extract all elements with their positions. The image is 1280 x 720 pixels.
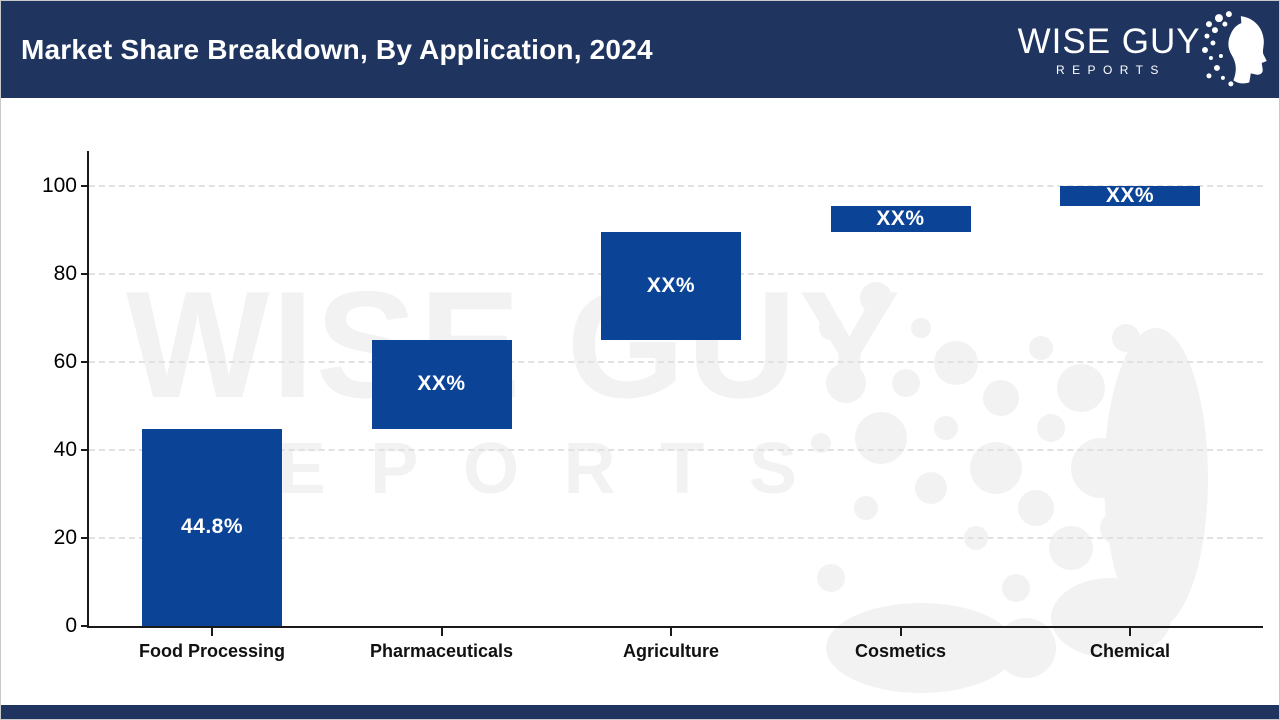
x-category-label: Cosmetics	[854, 641, 947, 661]
bar-value-label: XX%	[1105, 183, 1155, 207]
y-tick	[81, 185, 89, 187]
x-category-label: Pharmaceuticals	[369, 641, 514, 661]
wiseguy-logo: WISE GUY REPORTS	[1017, 9, 1267, 91]
x-tick	[670, 628, 672, 636]
logo-subtext: REPORTS	[1055, 62, 1166, 77]
y-tick-label: 80	[53, 262, 77, 285]
bar-pharmaceuticals: XX%	[371, 340, 512, 429]
x-category-label: Agriculture	[622, 641, 719, 661]
y-tick	[81, 449, 89, 451]
y-tick-label: 20	[53, 526, 77, 549]
bar-value-label: XX%	[646, 274, 696, 298]
bar-cosmetics: XX%	[830, 205, 971, 233]
gridline-40	[89, 449, 1263, 451]
header-band: Market Share Breakdown, By Application, …	[1, 1, 1279, 98]
x-tick	[440, 628, 443, 636]
y-tick	[81, 625, 89, 627]
x-tick	[1129, 628, 1131, 636]
bar-chemical: XX%	[1060, 183, 1200, 207]
logo-head-dots-icon	[1202, 11, 1267, 87]
logo-text: WISE GUY REPORTS	[1017, 24, 1201, 77]
y-tick	[81, 273, 89, 275]
y-tick-label: 40	[53, 438, 77, 461]
logo-wordmark: WISE GUY	[1017, 21, 1201, 61]
chart-title: Market Share Breakdown, By Application, …	[21, 33, 653, 65]
footer-band	[1, 705, 1279, 719]
y-tick	[81, 537, 89, 539]
y-axis-line	[87, 151, 89, 628]
bar-value-label: 44.8%	[180, 515, 244, 539]
x-axis-line	[87, 626, 1263, 628]
x-category-label: Chemical	[1089, 641, 1171, 661]
bar-food-processing: 44.8%	[142, 428, 282, 626]
y-tick-label: 100	[41, 174, 77, 197]
x-tick	[211, 628, 213, 636]
gridline-20	[89, 537, 1263, 539]
y-tick-label: 0	[65, 614, 77, 637]
y-tick	[81, 361, 89, 363]
gridline-60	[89, 361, 1263, 363]
gridline-100	[89, 185, 1263, 187]
x-category-label: Food Processing	[138, 641, 286, 661]
y-tick-label: 60	[53, 350, 77, 373]
x-tick	[899, 628, 902, 636]
bar-value-label: XX%	[417, 372, 466, 396]
bar-value-label: XX%	[876, 206, 925, 230]
bar-agriculture: XX%	[601, 232, 741, 340]
